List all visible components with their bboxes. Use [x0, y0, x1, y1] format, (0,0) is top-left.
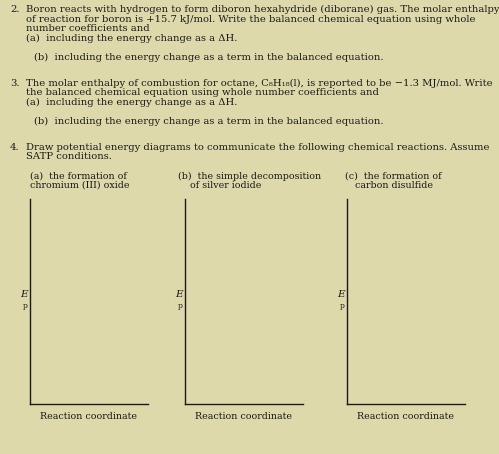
Text: p: p: [23, 302, 28, 310]
Text: The molar enthalpy of combustion for octane, C₈H₁₈(l), is reported to be −1.3 MJ: The molar enthalpy of combustion for oct…: [26, 79, 493, 88]
Text: 3.: 3.: [10, 79, 19, 88]
Text: number coefficients and: number coefficients and: [26, 24, 150, 33]
Text: Draw potential energy diagrams to communicate the following chemical reactions. : Draw potential energy diagrams to commun…: [26, 143, 490, 152]
Text: of reaction for boron is +15.7 kJ/mol. Write the balanced chemical equation usin: of reaction for boron is +15.7 kJ/mol. W…: [26, 15, 476, 24]
Text: (a)  the formation of: (a) the formation of: [30, 172, 127, 181]
Text: (c)  the formation of: (c) the formation of: [345, 172, 442, 181]
Text: 2.: 2.: [10, 5, 19, 14]
Text: the balanced chemical equation using whole number coefficients and: the balanced chemical equation using who…: [26, 88, 379, 97]
Text: Reaction coordinate: Reaction coordinate: [40, 412, 138, 421]
Text: (a)  including the energy change as a ΔH.: (a) including the energy change as a ΔH.: [26, 34, 238, 43]
Text: p: p: [340, 302, 345, 310]
Text: of silver iodide: of silver iodide: [190, 181, 261, 190]
Text: (a)  including the energy change as a ΔH.: (a) including the energy change as a ΔH.: [26, 98, 238, 107]
Text: E: E: [175, 290, 183, 299]
Text: chromium (III) oxide: chromium (III) oxide: [30, 181, 130, 190]
Text: (b)  including the energy change as a term in the balanced equation.: (b) including the energy change as a ter…: [34, 117, 384, 126]
Text: p: p: [178, 302, 183, 310]
Text: 4.: 4.: [10, 143, 19, 152]
Text: Reaction coordinate: Reaction coordinate: [357, 412, 455, 421]
Text: carbon disulfide: carbon disulfide: [355, 181, 433, 190]
Text: Reaction coordinate: Reaction coordinate: [196, 412, 292, 421]
Text: E: E: [20, 290, 28, 299]
Text: (b)  including the energy change as a term in the balanced equation.: (b) including the energy change as a ter…: [34, 53, 384, 62]
Text: Boron reacts with hydrogen to form diboron hexahydride (diborane) gas. The molar: Boron reacts with hydrogen to form dibor…: [26, 5, 499, 14]
Text: (b)  the simple decomposition: (b) the simple decomposition: [178, 172, 321, 181]
Text: E: E: [337, 290, 345, 299]
Text: SATP conditions.: SATP conditions.: [26, 152, 112, 161]
